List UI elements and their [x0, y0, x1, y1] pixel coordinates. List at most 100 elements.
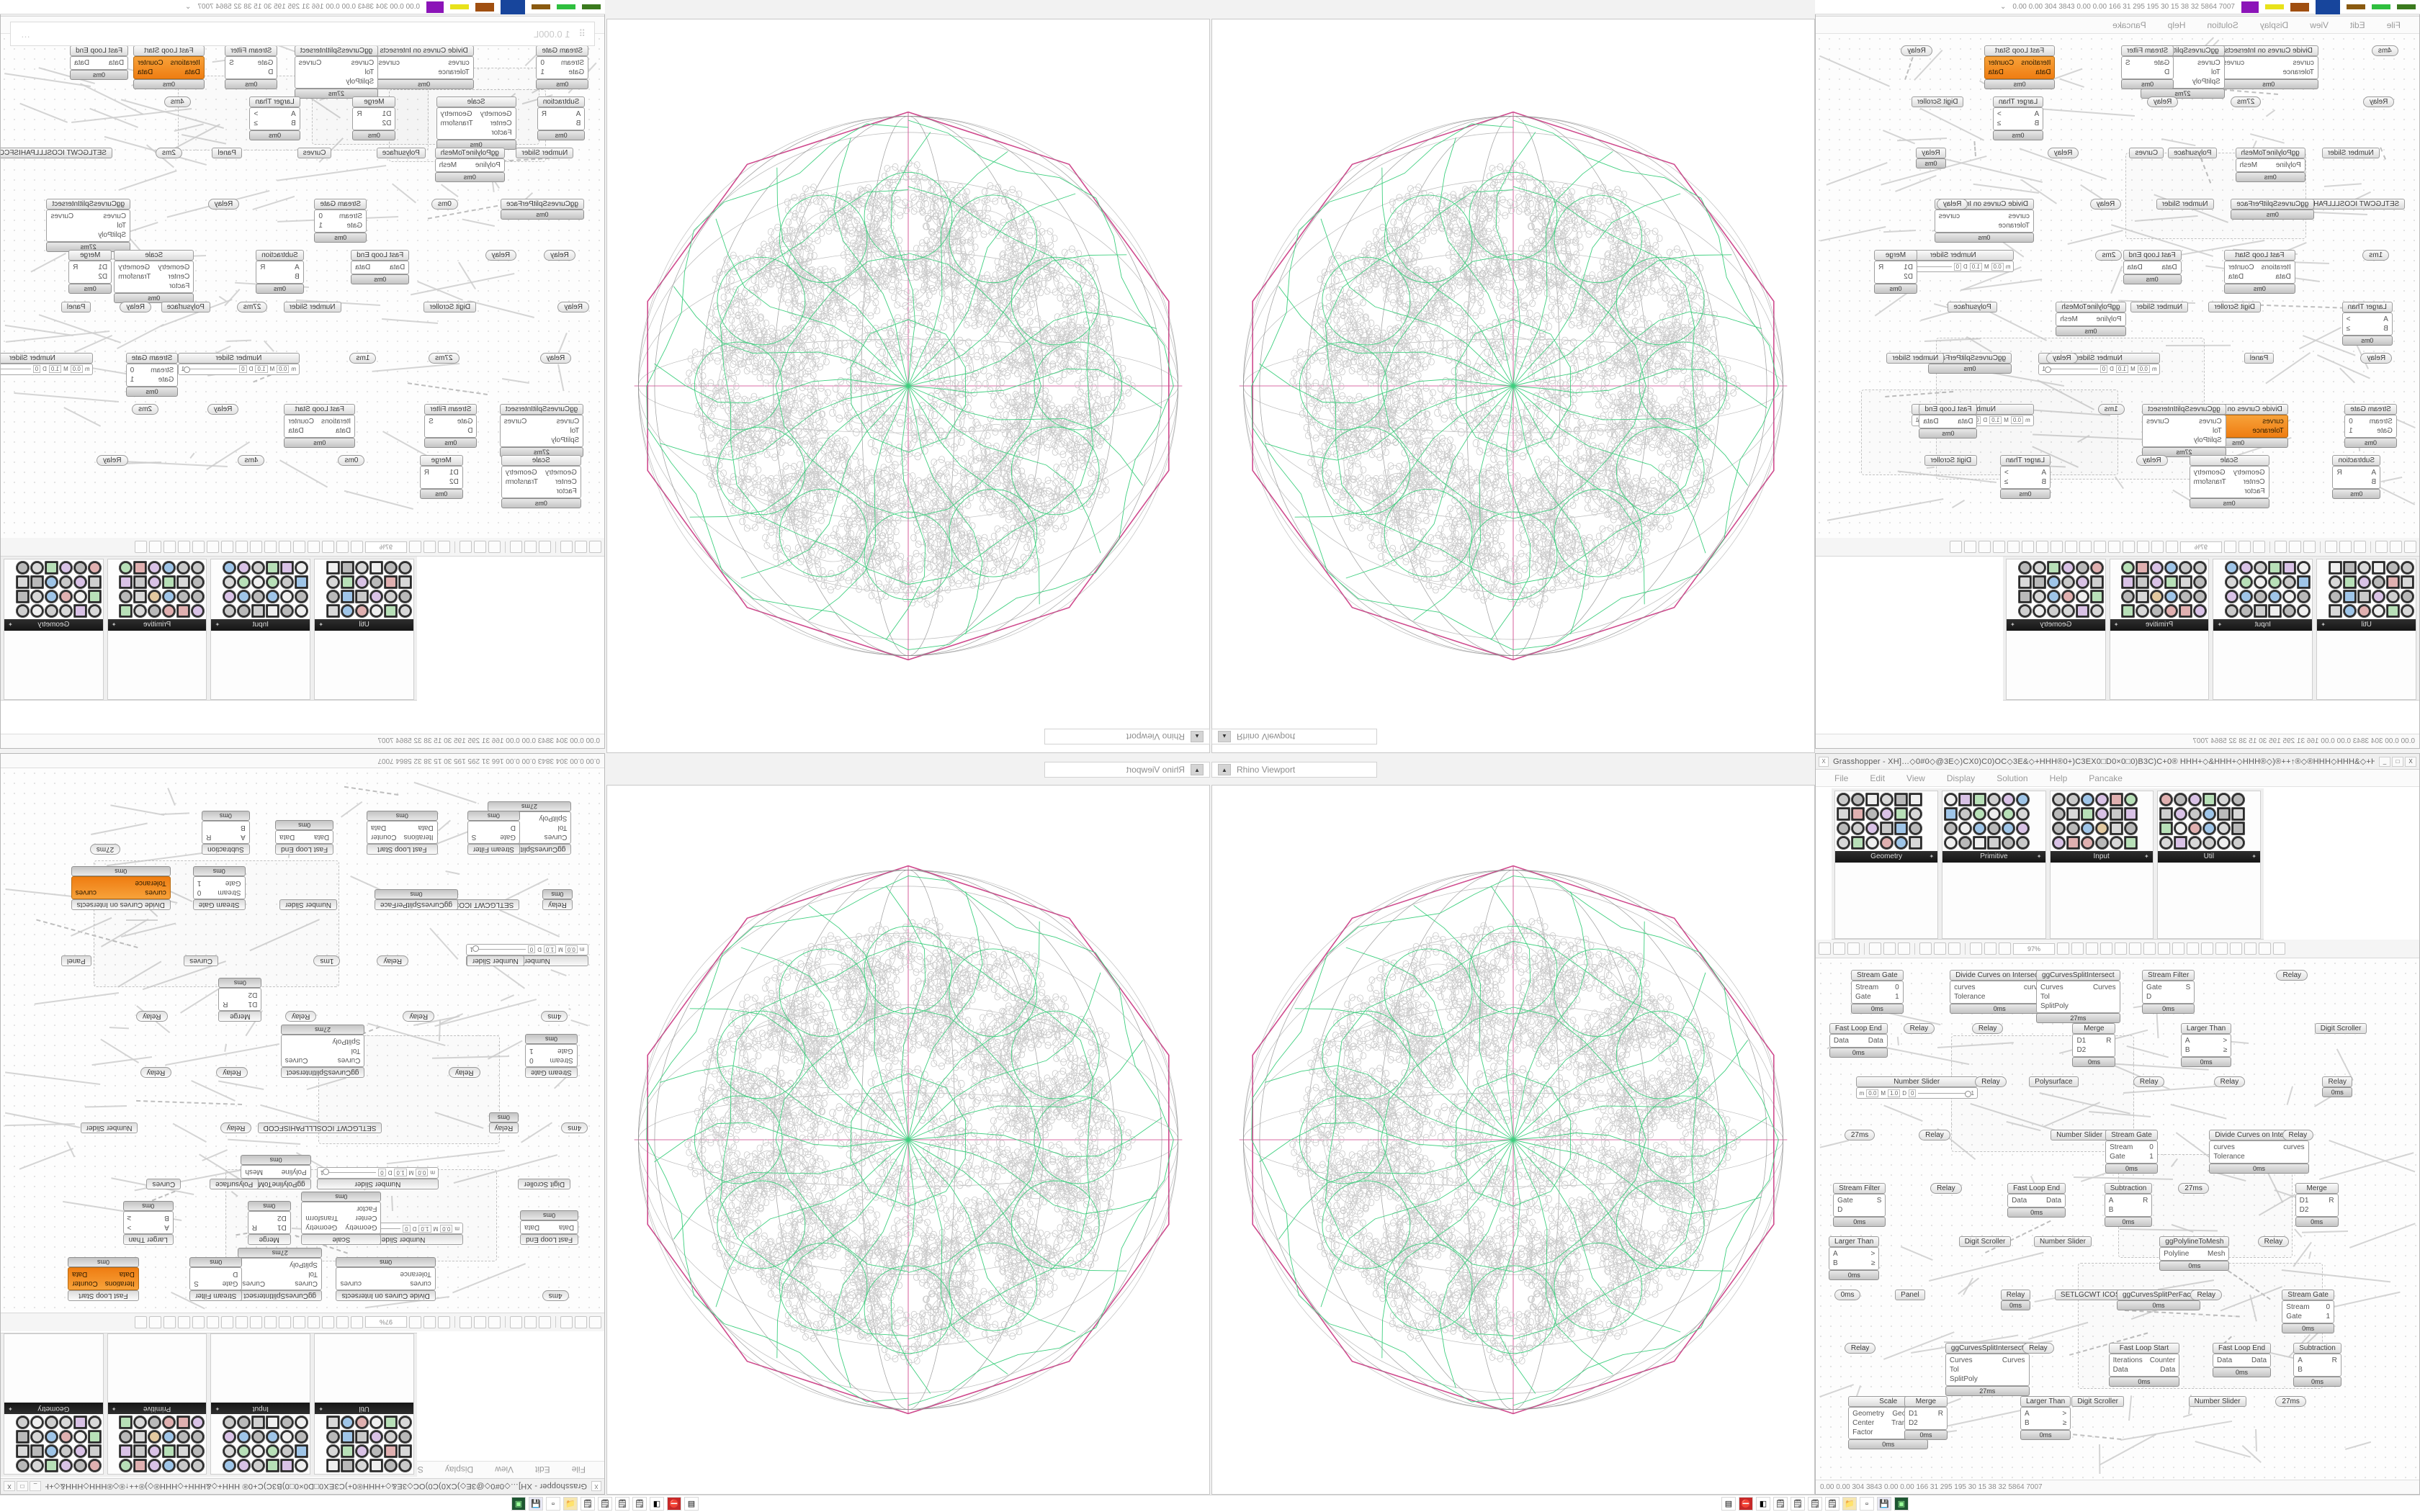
gh-port-input[interactable]: Iterations: [2021, 59, 2051, 67]
ribbon-component-icon[interactable]: [2254, 561, 2268, 575]
ribbon-component-icon[interactable]: [30, 590, 44, 603]
chevron-down-icon[interactable]: ✦: [215, 621, 220, 628]
gh-component[interactable]: Fast Loop Start Iterations Data Counter Data…: [2223, 250, 2295, 294]
toolbar-icon-14[interactable]: [149, 1316, 161, 1328]
gh-relay[interactable]: Relay: [2362, 96, 2395, 108]
grasshopper-window-bottom-right[interactable]: X Grasshopper - XH]…◇0#0◇@3E◇)CX0)C0)OC◇…: [1815, 753, 2420, 1495]
gh-component-body[interactable]: Polyline Mesh: [2056, 312, 2126, 326]
toolbar-icon-7[interactable]: [2065, 541, 2077, 553]
gh-component[interactable]: Panel: [2244, 352, 2275, 364]
ribbon-component-icon[interactable]: [341, 1459, 354, 1472]
ribbon-component-icon[interactable]: [341, 575, 354, 589]
gh-port-input[interactable]: A: [164, 1223, 169, 1232]
ribbon-component-icon[interactable]: [2061, 590, 2075, 603]
slider-min-field[interactable]: 0.0: [416, 1169, 429, 1177]
gh-input-ports[interactable]: Gate D: [258, 59, 274, 76]
gh-output-ports[interactable]: R: [260, 264, 265, 281]
ribbon-component-icon[interactable]: [280, 1459, 295, 1472]
ribbon-component-icon[interactable]: [2329, 590, 2342, 603]
gh-output-ports[interactable]: S: [472, 824, 477, 841]
zoom-level-field[interactable]: 97%: [2013, 942, 2055, 955]
ribbon-component-icon[interactable]: [2297, 575, 2311, 589]
gh-port-output[interactable]: S: [1876, 1197, 1882, 1205]
gh-component[interactable]: ggPolylineToMesh Polyline Mesh 0ms: [2235, 148, 2305, 183]
gh-output-ports[interactable]: Data: [2046, 1197, 2061, 1205]
gh-port-input[interactable]: D1: [1904, 264, 1913, 272]
gh-component[interactable]: Merge D1 D2 R 0ms: [352, 96, 396, 141]
gh-component-body[interactable]: Iterations Data Counter Data: [366, 820, 438, 844]
ribbon-component-icon[interactable]: [384, 575, 398, 589]
gh-port-output[interactable]: Mesh: [2060, 315, 2078, 323]
toolbar-icon-11[interactable]: [2007, 541, 2020, 553]
gh-component-timer[interactable]: 27ms: [2230, 96, 2262, 108]
gh-port-output[interactable]: 0: [529, 1056, 534, 1064]
gh-component-timer[interactable]: 4ms: [163, 96, 191, 108]
chevron-down-icon[interactable]: ✦: [2113, 621, 2119, 628]
gh-input-ports[interactable]: curves Tolerance: [2213, 1143, 2244, 1161]
ribbon-component-icon[interactable]: [87, 1430, 102, 1444]
gh-output-ports[interactable]: Mesh: [246, 1168, 263, 1176]
gh-output-ports[interactable]: Counter Data: [371, 824, 397, 841]
gh-component[interactable]: Relay 0ms: [1916, 148, 1946, 169]
gh-component[interactable]: Number Slider: [279, 899, 337, 911]
ribbon-component-icon[interactable]: [384, 1430, 398, 1444]
ribbon-component-icon[interactable]: [15, 575, 30, 589]
gh-component[interactable]: Stream Gate Stream Gate 0 1 0ms: [525, 1033, 578, 1078]
gh-output-ports[interactable]: Mesh: [2208, 1250, 2225, 1258]
gh-port-input[interactable]: Tol: [2210, 68, 2220, 76]
gh-input-ports[interactable]: D1 D2: [1909, 1410, 1918, 1427]
ribbon-component-icon[interactable]: [2002, 822, 2016, 835]
ribbon-component-icon[interactable]: [2032, 604, 2046, 618]
ribbon-component-icon[interactable]: [2159, 807, 2173, 821]
ribbon-component-icon[interactable]: [355, 1416, 369, 1429]
ribbon-component-icon[interactable]: [30, 575, 44, 589]
ribbon-component-icon[interactable]: [2386, 561, 2400, 575]
menu-item-file[interactable]: File: [571, 1464, 586, 1475]
gh-port-input[interactable]: Curves: [337, 1056, 361, 1064]
ribbon-group-geometry[interactable]: Geometry ✦: [2006, 559, 2106, 700]
gh-port-input[interactable]: A: [2371, 468, 2377, 477]
gh-port-output[interactable]: Geometry: [440, 110, 472, 119]
slider-min-field[interactable]: 0.0: [1991, 262, 2004, 271]
ribbon-component-icon[interactable]: [2032, 590, 2046, 603]
ribbon-component-icon[interactable]: [251, 1430, 266, 1444]
gh-component[interactable]: Fast Loop Start Iterations Data Counter Data…: [68, 1257, 139, 1301]
ribbon-tab-util[interactable]: Util ✦: [2157, 851, 2260, 863]
gh-component-body[interactable]: D1 D2 R: [1873, 261, 1917, 284]
ribbon-component-icon[interactable]: [280, 1416, 295, 1429]
ribbon-component-icon[interactable]: [2179, 604, 2193, 618]
gh-component-body[interactable]: A B > ≥: [2341, 312, 2393, 336]
ribbon-component-icon[interactable]: [2372, 604, 2385, 618]
gh-component[interactable]: Fast Loop Start Iterations Data Counter Data…: [1984, 45, 2056, 89]
gh-relay[interactable]: Relay: [485, 250, 517, 261]
gh-port-input[interactable]: Tolerance: [1954, 993, 1986, 1001]
slider-max-field[interactable]: 1.0: [543, 945, 557, 954]
ribbon-component-icon[interactable]: [2343, 590, 2357, 603]
gh-port-input[interactable]: Curves: [544, 832, 568, 841]
gh-output-ports[interactable]: R: [2332, 1356, 2337, 1374]
ribbon-tab-primitive[interactable]: Primitive ✦: [2110, 619, 2209, 631]
toolbar-icon-12[interactable]: [178, 1316, 190, 1328]
ribbon-component-icon[interactable]: [295, 590, 309, 603]
ribbon-component-icon[interactable]: [384, 1416, 398, 1429]
gh-port-output[interactable]: R: [1937, 1410, 1943, 1418]
menu-item-help[interactable]: Help: [2049, 773, 2068, 783]
gh-component-timer[interactable]: 27ms: [2178, 1183, 2209, 1194]
gh-input-ports[interactable]: Curves Tol SplitPoly: [2192, 59, 2220, 86]
zoom-level-field[interactable]: 97%: [365, 1316, 407, 1328]
ribbon-component-icon[interactable]: [2051, 793, 2066, 806]
ribbon-component-icon[interactable]: [355, 1459, 369, 1472]
ribbon-component-icon[interactable]: [2150, 561, 2164, 575]
ribbon-tab-geometry[interactable]: Geometry ✦: [4, 619, 103, 631]
toolbar-icon-12[interactable]: [1993, 541, 2005, 553]
bake-icon[interactable]: [460, 1316, 472, 1328]
slider-dec-field[interactable]: 0: [1953, 262, 1961, 271]
ribbon-component-icon[interactable]: [295, 1430, 309, 1444]
gh-component[interactable]: Panel: [60, 301, 91, 312]
ribbon-component-icon[interactable]: [162, 1416, 176, 1429]
ribbon-component-icon[interactable]: [237, 1416, 251, 1429]
ribbon-component-icon[interactable]: [223, 1444, 237, 1458]
